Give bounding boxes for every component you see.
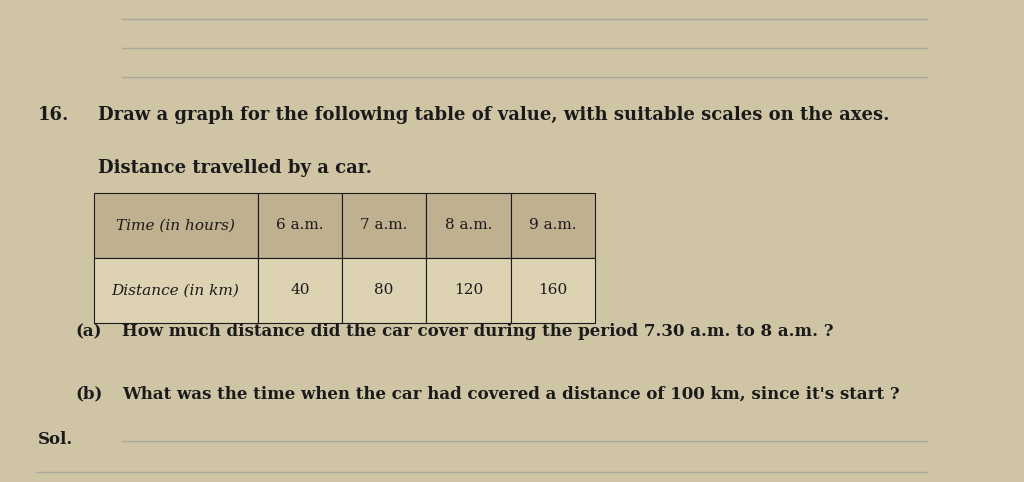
Text: What was the time when the car had covered a distance of 100 km, since it's star: What was the time when the car had cover… xyxy=(122,386,899,402)
Text: 16.: 16. xyxy=(38,106,69,124)
Text: 80: 80 xyxy=(375,283,394,297)
Text: 7 a.m.: 7 a.m. xyxy=(360,218,408,232)
FancyBboxPatch shape xyxy=(342,193,426,258)
FancyBboxPatch shape xyxy=(426,193,511,258)
FancyBboxPatch shape xyxy=(511,193,595,258)
Text: 40: 40 xyxy=(290,283,309,297)
FancyBboxPatch shape xyxy=(93,258,258,323)
Text: Sol.: Sol. xyxy=(38,431,73,448)
FancyBboxPatch shape xyxy=(342,258,426,323)
FancyBboxPatch shape xyxy=(426,258,511,323)
Text: 9 a.m.: 9 a.m. xyxy=(529,218,577,232)
FancyBboxPatch shape xyxy=(258,193,342,258)
Text: Draw a graph for the following table of value, with suitable scales on the axes.: Draw a graph for the following table of … xyxy=(98,106,890,124)
FancyBboxPatch shape xyxy=(511,258,595,323)
Text: 6 a.m.: 6 a.m. xyxy=(276,218,324,232)
Text: (a): (a) xyxy=(75,323,101,340)
Text: (b): (b) xyxy=(75,386,102,402)
Text: 120: 120 xyxy=(454,283,483,297)
FancyBboxPatch shape xyxy=(93,193,258,258)
Text: Time (in hours): Time (in hours) xyxy=(116,218,236,232)
Text: How much distance did the car cover during the period 7.30 a.m. to 8 a.m. ?: How much distance did the car cover duri… xyxy=(122,323,834,340)
Text: Distance (in km): Distance (in km) xyxy=(112,283,240,297)
Text: Distance travelled by a car.: Distance travelled by a car. xyxy=(98,159,373,177)
Text: 160: 160 xyxy=(538,283,567,297)
FancyBboxPatch shape xyxy=(258,258,342,323)
Text: 8 a.m.: 8 a.m. xyxy=(444,218,493,232)
